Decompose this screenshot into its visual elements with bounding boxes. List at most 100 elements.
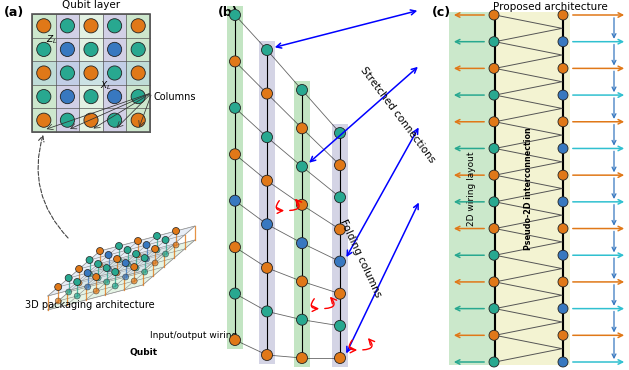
- Text: Proposed architecture: Proposed architecture: [493, 2, 608, 12]
- Circle shape: [133, 265, 139, 271]
- Circle shape: [489, 10, 499, 20]
- Circle shape: [108, 90, 121, 104]
- Circle shape: [65, 275, 72, 282]
- Circle shape: [36, 66, 51, 80]
- Circle shape: [131, 278, 137, 284]
- Text: Pseudo-2D interconnection: Pseudo-2D interconnection: [524, 127, 533, 250]
- Circle shape: [55, 298, 61, 304]
- Circle shape: [123, 274, 129, 280]
- Circle shape: [112, 269, 119, 276]
- Circle shape: [296, 238, 308, 249]
- Circle shape: [125, 261, 131, 267]
- Circle shape: [122, 259, 129, 266]
- Circle shape: [489, 223, 499, 233]
- Circle shape: [36, 42, 51, 57]
- Circle shape: [296, 123, 308, 134]
- Text: Qubit: Qubit: [130, 347, 158, 357]
- Circle shape: [262, 88, 272, 99]
- Circle shape: [87, 271, 92, 277]
- Text: Qubit layer: Qubit layer: [62, 0, 120, 10]
- Circle shape: [335, 128, 345, 138]
- Bar: [32, 14, 150, 132]
- Circle shape: [60, 113, 74, 127]
- Circle shape: [152, 260, 158, 266]
- Circle shape: [76, 280, 82, 286]
- Bar: [55, 14, 79, 132]
- Circle shape: [489, 277, 499, 287]
- Circle shape: [75, 266, 82, 272]
- Circle shape: [558, 117, 568, 127]
- Circle shape: [262, 219, 272, 230]
- Circle shape: [135, 238, 142, 245]
- Circle shape: [489, 37, 499, 47]
- Circle shape: [84, 113, 98, 127]
- Circle shape: [92, 273, 100, 280]
- Circle shape: [489, 117, 499, 127]
- Bar: [495, 12, 570, 365]
- Circle shape: [335, 192, 345, 203]
- Circle shape: [97, 262, 103, 268]
- Circle shape: [116, 242, 123, 249]
- Circle shape: [230, 334, 240, 346]
- Circle shape: [558, 90, 568, 100]
- Circle shape: [96, 248, 104, 255]
- Bar: [103, 14, 126, 132]
- Circle shape: [36, 90, 51, 104]
- Circle shape: [230, 149, 240, 160]
- Circle shape: [84, 66, 98, 80]
- Circle shape: [93, 288, 99, 294]
- Text: (c): (c): [432, 6, 451, 19]
- Circle shape: [230, 56, 240, 67]
- Circle shape: [558, 63, 568, 73]
- Circle shape: [296, 353, 308, 363]
- Circle shape: [262, 350, 272, 360]
- Circle shape: [296, 314, 308, 325]
- Circle shape: [108, 42, 121, 57]
- Circle shape: [84, 42, 98, 57]
- Circle shape: [116, 257, 122, 263]
- Circle shape: [141, 255, 148, 262]
- Text: $Z_L$: $Z_L$: [47, 34, 58, 46]
- Circle shape: [296, 276, 308, 287]
- Circle shape: [489, 90, 499, 100]
- Circle shape: [60, 66, 74, 80]
- Circle shape: [262, 175, 272, 186]
- Circle shape: [335, 320, 345, 332]
- Circle shape: [558, 170, 568, 180]
- Circle shape: [131, 113, 145, 127]
- Circle shape: [335, 224, 345, 235]
- Circle shape: [162, 251, 169, 257]
- Circle shape: [65, 289, 72, 295]
- Circle shape: [296, 161, 308, 172]
- Circle shape: [131, 263, 138, 270]
- Text: (b): (b): [218, 6, 238, 19]
- Circle shape: [489, 250, 499, 260]
- Circle shape: [36, 113, 51, 127]
- Circle shape: [558, 144, 568, 154]
- Polygon shape: [48, 226, 195, 296]
- Circle shape: [173, 242, 179, 248]
- Text: Columns: Columns: [153, 92, 196, 102]
- Circle shape: [558, 37, 568, 47]
- Circle shape: [133, 250, 140, 258]
- Circle shape: [84, 269, 91, 276]
- Text: $X_L$: $X_L$: [101, 80, 112, 92]
- Circle shape: [489, 197, 499, 207]
- Bar: [449, 12, 495, 365]
- Circle shape: [131, 19, 145, 33]
- Circle shape: [558, 223, 568, 233]
- Circle shape: [108, 113, 121, 127]
- Circle shape: [112, 283, 118, 289]
- Circle shape: [142, 269, 148, 275]
- Circle shape: [60, 42, 74, 57]
- Circle shape: [489, 304, 499, 314]
- Circle shape: [153, 232, 160, 239]
- Circle shape: [74, 293, 81, 299]
- Circle shape: [489, 144, 499, 154]
- Circle shape: [558, 304, 568, 314]
- Bar: [332, 124, 348, 367]
- Circle shape: [131, 66, 145, 80]
- Bar: [126, 14, 150, 132]
- Text: 3D packaging architecture: 3D packaging architecture: [25, 300, 155, 310]
- Circle shape: [335, 288, 345, 299]
